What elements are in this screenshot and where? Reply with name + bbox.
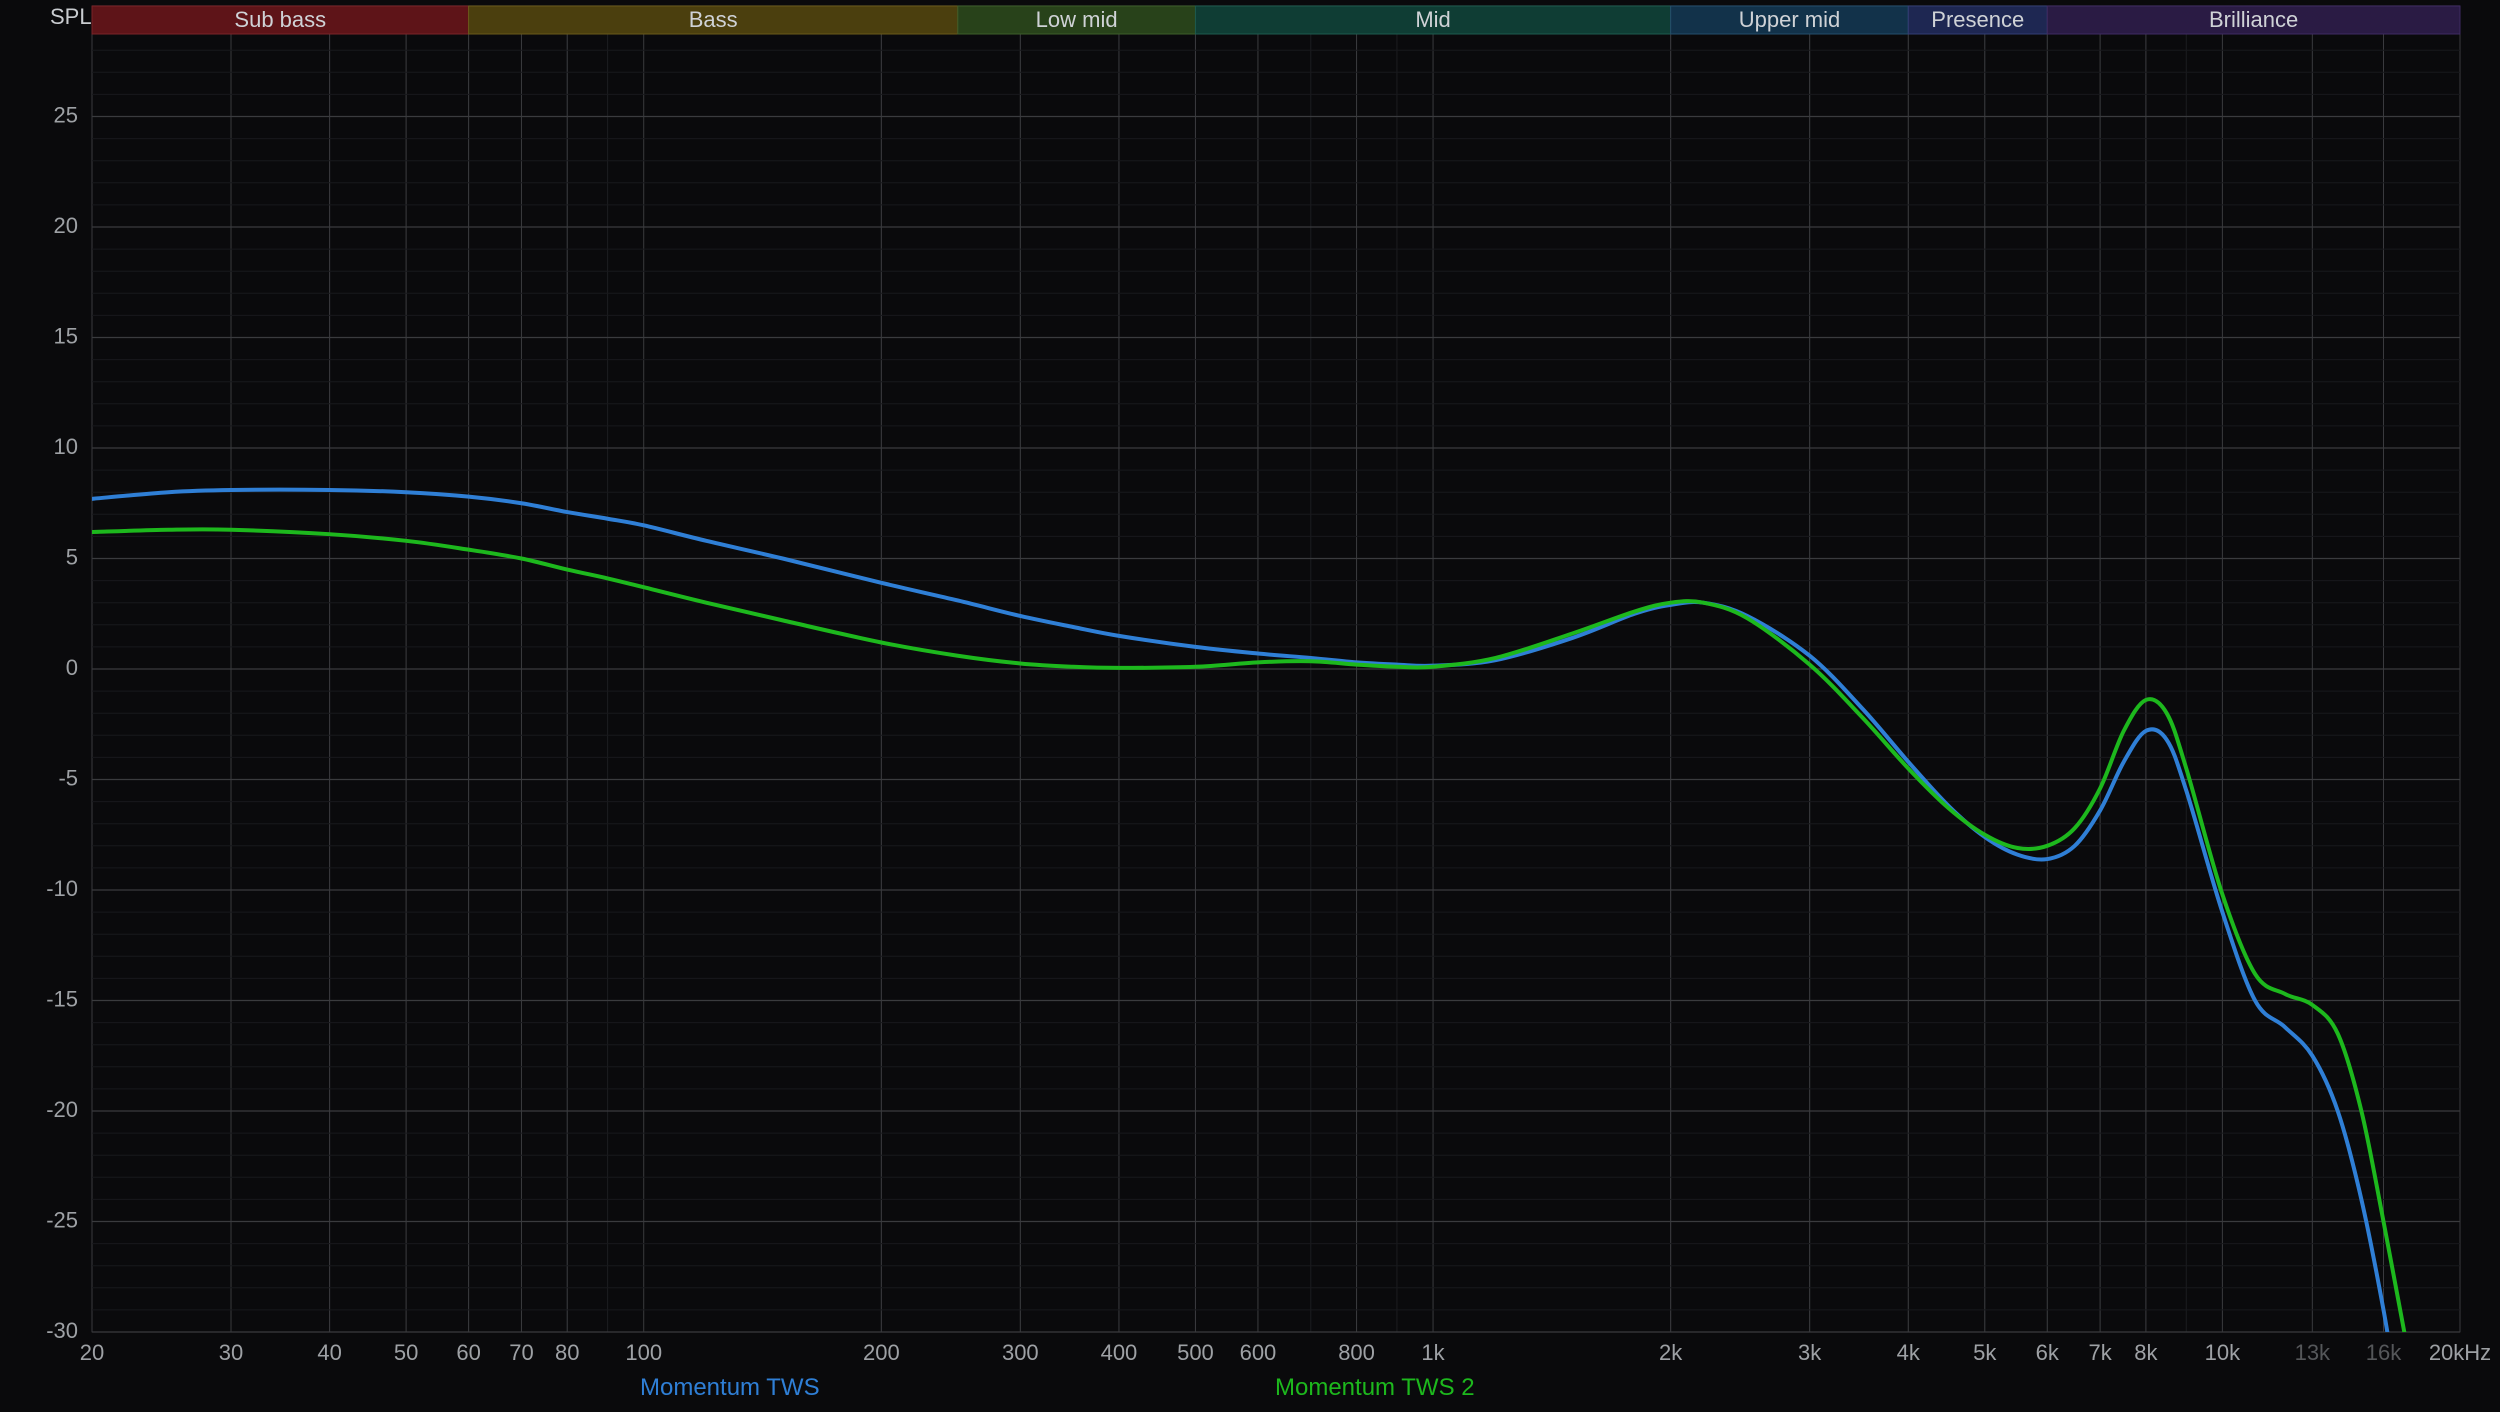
x-tick-label: 1k	[1421, 1340, 1445, 1365]
x-tick-label: 300	[1002, 1340, 1039, 1365]
x-tick-label: 10k	[2205, 1340, 2241, 1365]
x-tick-label: 4k	[1897, 1340, 1921, 1365]
y-tick-label: 0	[66, 655, 78, 680]
x-tick-label: 13k	[2295, 1340, 2331, 1365]
y-tick-label: -20	[46, 1097, 78, 1122]
y-tick-label: 20	[54, 213, 78, 238]
x-tick-label: 8k	[2134, 1340, 2158, 1365]
y-tick-label: -30	[46, 1318, 78, 1343]
x-tick-label: 20kHz	[2429, 1340, 2491, 1365]
y-axis-title: SPL	[50, 4, 92, 29]
frequency-response-chart: Sub bass Bass Low mid Mid Upper mid Presence B…	[0, 0, 2500, 1412]
x-tick-label: 100	[625, 1340, 662, 1365]
band-label: Sub bass	[234, 7, 326, 32]
y-tick-label: 10	[54, 434, 78, 459]
legend-item-a: Momentum TWS	[640, 1374, 820, 1404]
x-tick-label: 600	[1240, 1340, 1277, 1365]
band-label: Brilliance	[2209, 7, 2298, 32]
chart-svg: Sub bass Bass Low mid Mid Upper mid Presence B…	[0, 0, 2500, 1412]
band-label: Low mid	[1036, 7, 1118, 32]
x-tick-label: 70	[509, 1340, 533, 1365]
band-label: Upper mid	[1739, 7, 1840, 32]
x-tick-label: 5k	[1973, 1340, 1997, 1365]
x-tick-label: 400	[1101, 1340, 1138, 1365]
x-tick-label: 40	[317, 1340, 341, 1365]
legend-item-b: Momentum TWS 2	[1275, 1374, 1475, 1404]
x-tick-label: 3k	[1798, 1340, 1822, 1365]
x-tick-label: 200	[863, 1340, 900, 1365]
x-tick-label: 20	[80, 1340, 104, 1365]
x-tick-label: 800	[1338, 1340, 1375, 1365]
x-tick-label: 60	[456, 1340, 480, 1365]
x-tick-label: 80	[555, 1340, 579, 1365]
x-tick-label: 6k	[2036, 1340, 2060, 1365]
band-label: Mid	[1415, 7, 1450, 32]
x-tick-label: 2k	[1659, 1340, 1683, 1365]
y-tick-label: -10	[46, 876, 78, 901]
y-tick-label: -5	[58, 765, 78, 790]
x-tick-label: 7k	[2088, 1340, 2112, 1365]
band-label: Presence	[1931, 7, 2024, 32]
y-tick-label: 15	[54, 323, 78, 348]
y-tick-label: 25	[54, 102, 78, 127]
x-tick-label: 500	[1177, 1340, 1214, 1365]
x-tick-label: 30	[219, 1340, 243, 1365]
x-tick-label: 16k	[2366, 1340, 2402, 1365]
y-tick-label: -15	[46, 986, 78, 1011]
y-tick-label: 5	[66, 544, 78, 569]
band-label: Bass	[689, 7, 738, 32]
x-tick-label: 50	[394, 1340, 418, 1365]
y-tick-label: -25	[46, 1207, 78, 1232]
